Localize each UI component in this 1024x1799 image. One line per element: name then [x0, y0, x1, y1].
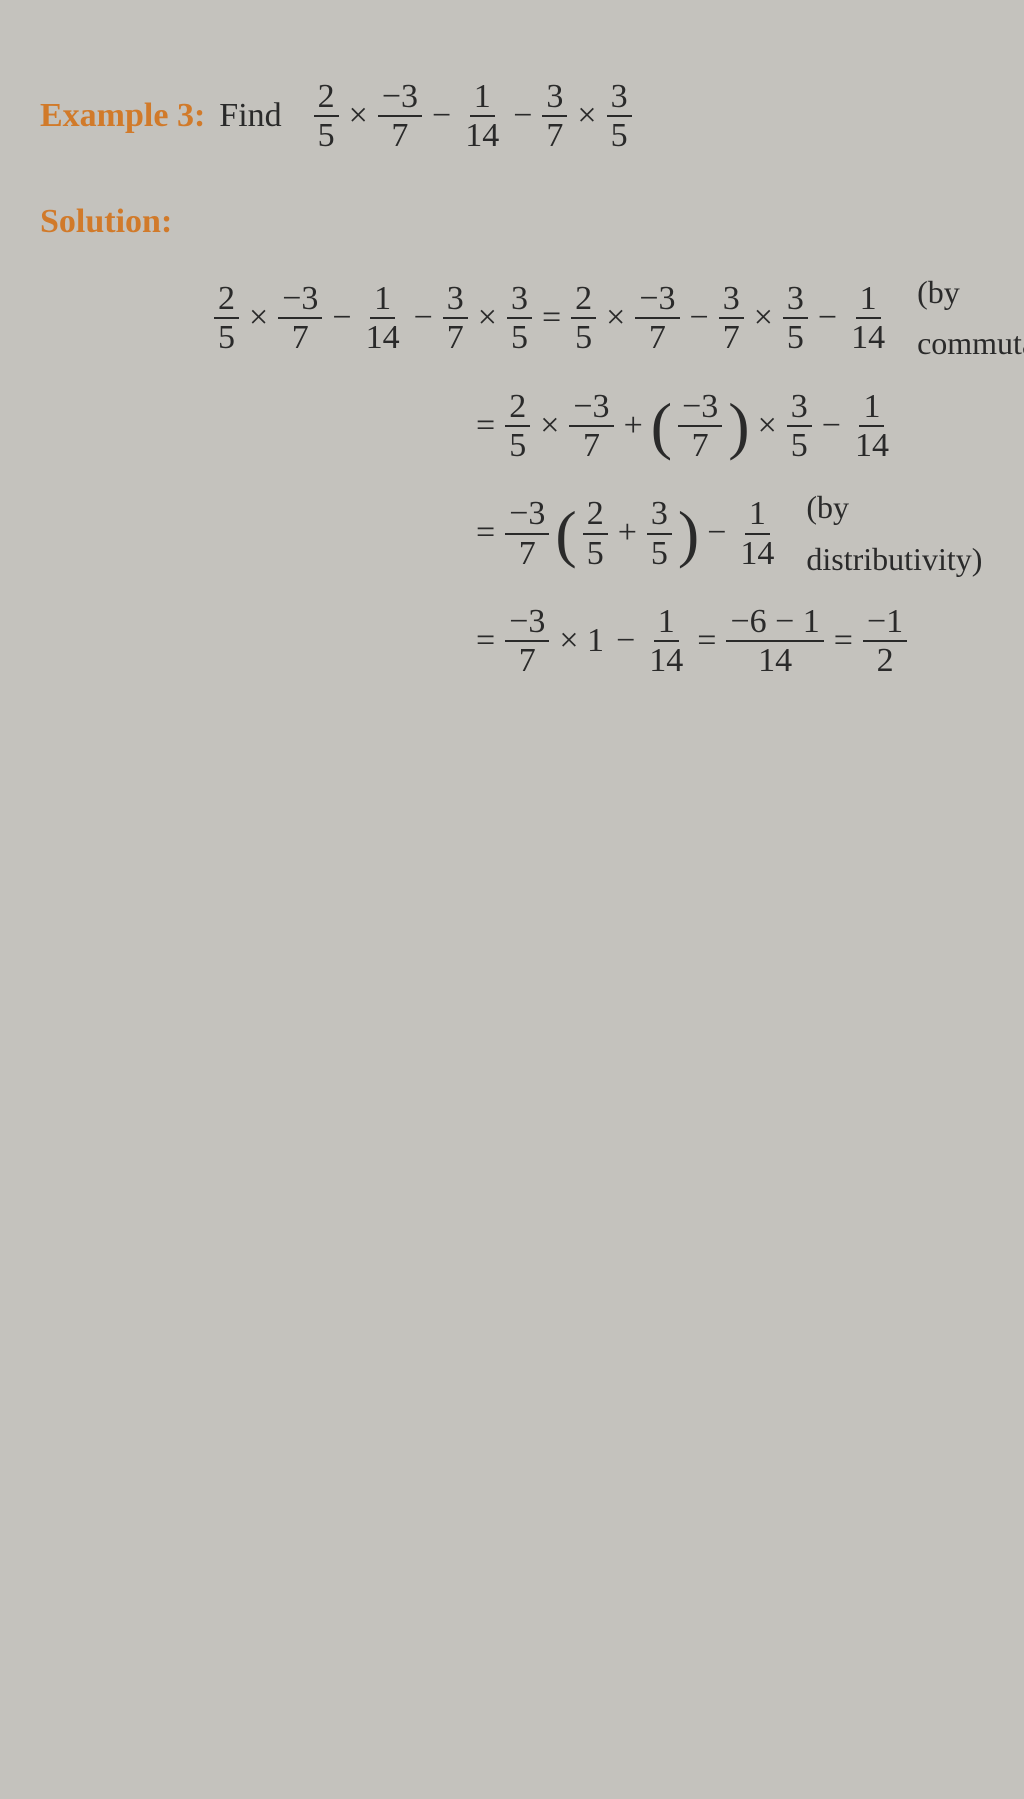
- solution-step-3: = −37 ( 25 + 35 ) − 114 (by distributivi…: [470, 482, 984, 584]
- distributivity-note: (by distributivity): [806, 482, 984, 584]
- fraction: 1 14: [461, 78, 503, 155]
- solution-step-1: 25 × −37 − 114 − 37 × 35 = 25 × −37 − 37…: [210, 267, 984, 369]
- right-paren-icon: ): [678, 502, 699, 566]
- fraction: 3 5: [607, 78, 632, 155]
- solution-label: Solution:: [40, 195, 172, 249]
- equals-sign: =: [476, 506, 495, 560]
- right-paren-icon: ): [728, 394, 749, 458]
- solution-row: Solution:: [40, 195, 984, 249]
- fraction: 2 5: [314, 78, 339, 155]
- equals-sign: =: [542, 291, 561, 345]
- solution-step-2: = 25 × −37 + ( −37 ) × 35 − 114: [470, 388, 984, 465]
- commutativity-note: (by commutativity): [917, 267, 1024, 369]
- fraction: 3 7: [542, 78, 567, 155]
- example-statement: Example 3: Find 2 5 × −3 7 − 1 14 − 3 7 …: [40, 78, 984, 155]
- example-label: Example 3:: [40, 89, 205, 143]
- equals-sign: =: [834, 614, 853, 668]
- equals-sign: =: [697, 614, 716, 668]
- fraction: −3 7: [378, 78, 422, 155]
- find-word: Find: [219, 89, 281, 143]
- equals-sign: =: [476, 399, 495, 453]
- solution-step-4: = −37 × 1 − 114 = −6 − 114 = −12: [470, 603, 984, 680]
- left-paren-icon: (: [651, 394, 672, 458]
- equals-sign: =: [476, 614, 495, 668]
- left-paren-icon: (: [555, 502, 576, 566]
